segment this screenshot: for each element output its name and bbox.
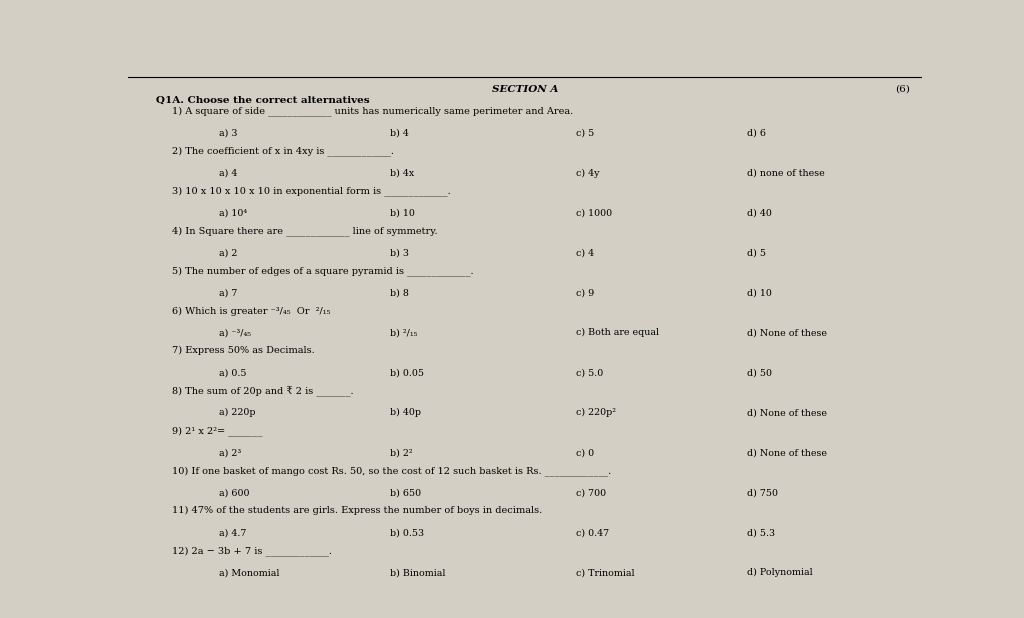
Text: d) 5.3: d) 5.3 [748, 528, 775, 537]
Text: c) 1000: c) 1000 [577, 208, 612, 218]
Text: a) 3: a) 3 [219, 129, 238, 137]
Text: d) 5: d) 5 [748, 248, 766, 257]
Text: 10) If one basket of mango cost Rs. 50, so the cost of 12 such basket is Rs. ___: 10) If one basket of mango cost Rs. 50, … [172, 466, 611, 476]
Text: a) 10⁴: a) 10⁴ [219, 208, 248, 218]
Text: c) 4: c) 4 [577, 248, 595, 257]
Text: c) 5: c) 5 [577, 129, 595, 137]
Text: b) 650: b) 650 [390, 488, 421, 497]
Text: c) Trinomial: c) Trinomial [577, 568, 635, 577]
Text: Q1A. Choose the correct alternatives: Q1A. Choose the correct alternatives [156, 96, 370, 104]
Text: b) 10: b) 10 [390, 208, 415, 218]
Text: c) Both are equal: c) Both are equal [577, 328, 659, 337]
Text: d) 40: d) 40 [748, 208, 772, 218]
Text: b) 2²: b) 2² [390, 448, 413, 457]
Text: b) 3: b) 3 [390, 248, 409, 257]
Text: c) 0.47: c) 0.47 [577, 528, 609, 537]
Text: b) 0.53: b) 0.53 [390, 528, 424, 537]
Text: a) 4.7: a) 4.7 [219, 528, 247, 537]
Text: c) 5.0: c) 5.0 [577, 368, 603, 377]
Text: 4) In Square there are _____________ line of symmetry.: 4) In Square there are _____________ lin… [172, 226, 437, 236]
Text: 6) Which is greater ⁻³/₄₅  Or  ²/₁₅: 6) Which is greater ⁻³/₄₅ Or ²/₁₅ [172, 307, 330, 316]
Text: d) None of these: d) None of these [748, 328, 827, 337]
Text: d) None of these: d) None of these [748, 408, 827, 417]
Text: c) 0: c) 0 [577, 448, 595, 457]
Text: d) Polynomial: d) Polynomial [748, 568, 813, 577]
Text: (6): (6) [895, 85, 909, 94]
Text: a) 7: a) 7 [219, 289, 238, 297]
Text: b) Binomial: b) Binomial [390, 568, 445, 577]
Text: 1) A square of side _____________ units has numerically same perimeter and Area.: 1) A square of side _____________ units … [172, 106, 572, 116]
Text: b) 8: b) 8 [390, 289, 409, 297]
Text: d) 50: d) 50 [748, 368, 772, 377]
Text: 7) Express 50% as Decimals.: 7) Express 50% as Decimals. [172, 346, 314, 355]
Text: a) 0.5: a) 0.5 [219, 368, 247, 377]
Text: 9) 2¹ x 2²= _______: 9) 2¹ x 2²= _______ [172, 426, 262, 436]
Text: c) 9: c) 9 [577, 289, 595, 297]
Text: b) 40p: b) 40p [390, 408, 421, 417]
Text: d) 6: d) 6 [748, 129, 766, 137]
Text: a) 2: a) 2 [219, 248, 238, 257]
Text: d) 750: d) 750 [748, 488, 778, 497]
Text: 3) 10 x 10 x 10 x 10 in exponential form is _____________.: 3) 10 x 10 x 10 x 10 in exponential form… [172, 187, 451, 197]
Text: 8) The sum of 20p and ₹ 2 is _______.: 8) The sum of 20p and ₹ 2 is _______. [172, 386, 353, 397]
Text: c) 700: c) 700 [577, 488, 606, 497]
Text: a) 220p: a) 220p [219, 408, 256, 417]
Text: b) 4x: b) 4x [390, 168, 414, 177]
Text: 5) The number of edges of a square pyramid is _____________.: 5) The number of edges of a square pyram… [172, 266, 473, 276]
Text: b) ²/₁₅: b) ²/₁₅ [390, 328, 417, 337]
Text: b) 4: b) 4 [390, 129, 409, 137]
Text: a) Monomial: a) Monomial [219, 568, 280, 577]
Text: d) none of these: d) none of these [748, 168, 824, 177]
Text: b) 0.05: b) 0.05 [390, 368, 424, 377]
Text: 12) 2a − 3b + 7 is _____________.: 12) 2a − 3b + 7 is _____________. [172, 546, 332, 556]
Text: c) 220p²: c) 220p² [577, 408, 616, 417]
Text: 2) The coefficient of x in 4xy is _____________.: 2) The coefficient of x in 4xy is ______… [172, 146, 393, 156]
Text: a) 4: a) 4 [219, 168, 238, 177]
Text: d) None of these: d) None of these [748, 448, 827, 457]
Text: c) 4y: c) 4y [577, 168, 600, 177]
Text: a) 2³: a) 2³ [219, 448, 242, 457]
Text: SECTION A: SECTION A [492, 85, 558, 94]
Text: a) ⁻³/₄₅: a) ⁻³/₄₅ [219, 328, 251, 337]
Text: 11) 47% of the students are girls. Express the number of boys in decimals.: 11) 47% of the students are girls. Expre… [172, 506, 542, 515]
Text: d) 10: d) 10 [748, 289, 772, 297]
Text: a) 600: a) 600 [219, 488, 250, 497]
